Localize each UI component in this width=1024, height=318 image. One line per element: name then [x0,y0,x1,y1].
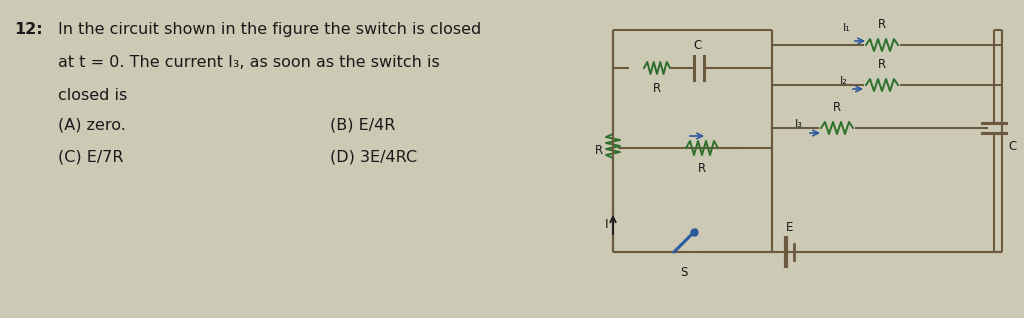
Text: (A) zero.: (A) zero. [58,118,126,133]
Text: R: R [698,162,707,175]
Text: R: R [833,101,841,114]
Text: at t = 0. The current I₃, as soon as the switch is: at t = 0. The current I₃, as soon as the… [58,55,439,70]
Text: 12:: 12: [14,22,43,37]
Text: I₁: I₁ [843,23,851,33]
Text: R: R [595,143,603,156]
Text: closed is: closed is [58,88,127,103]
Text: R: R [653,82,662,95]
Text: (D) 3E/4RC: (D) 3E/4RC [330,150,417,165]
Text: C: C [1008,140,1016,153]
Text: (C) E/7R: (C) E/7R [58,150,124,165]
Text: I₃: I₃ [795,119,803,129]
Text: I: I [604,218,608,231]
Text: In the circuit shown in the figure the switch is closed: In the circuit shown in the figure the s… [58,22,481,37]
Text: C: C [693,39,701,52]
Text: I₂: I₂ [840,76,848,86]
Text: R: R [878,58,886,71]
Text: E: E [786,221,794,234]
Text: (B) E/4R: (B) E/4R [330,118,395,133]
Text: S: S [680,266,688,279]
Text: R: R [878,18,886,31]
